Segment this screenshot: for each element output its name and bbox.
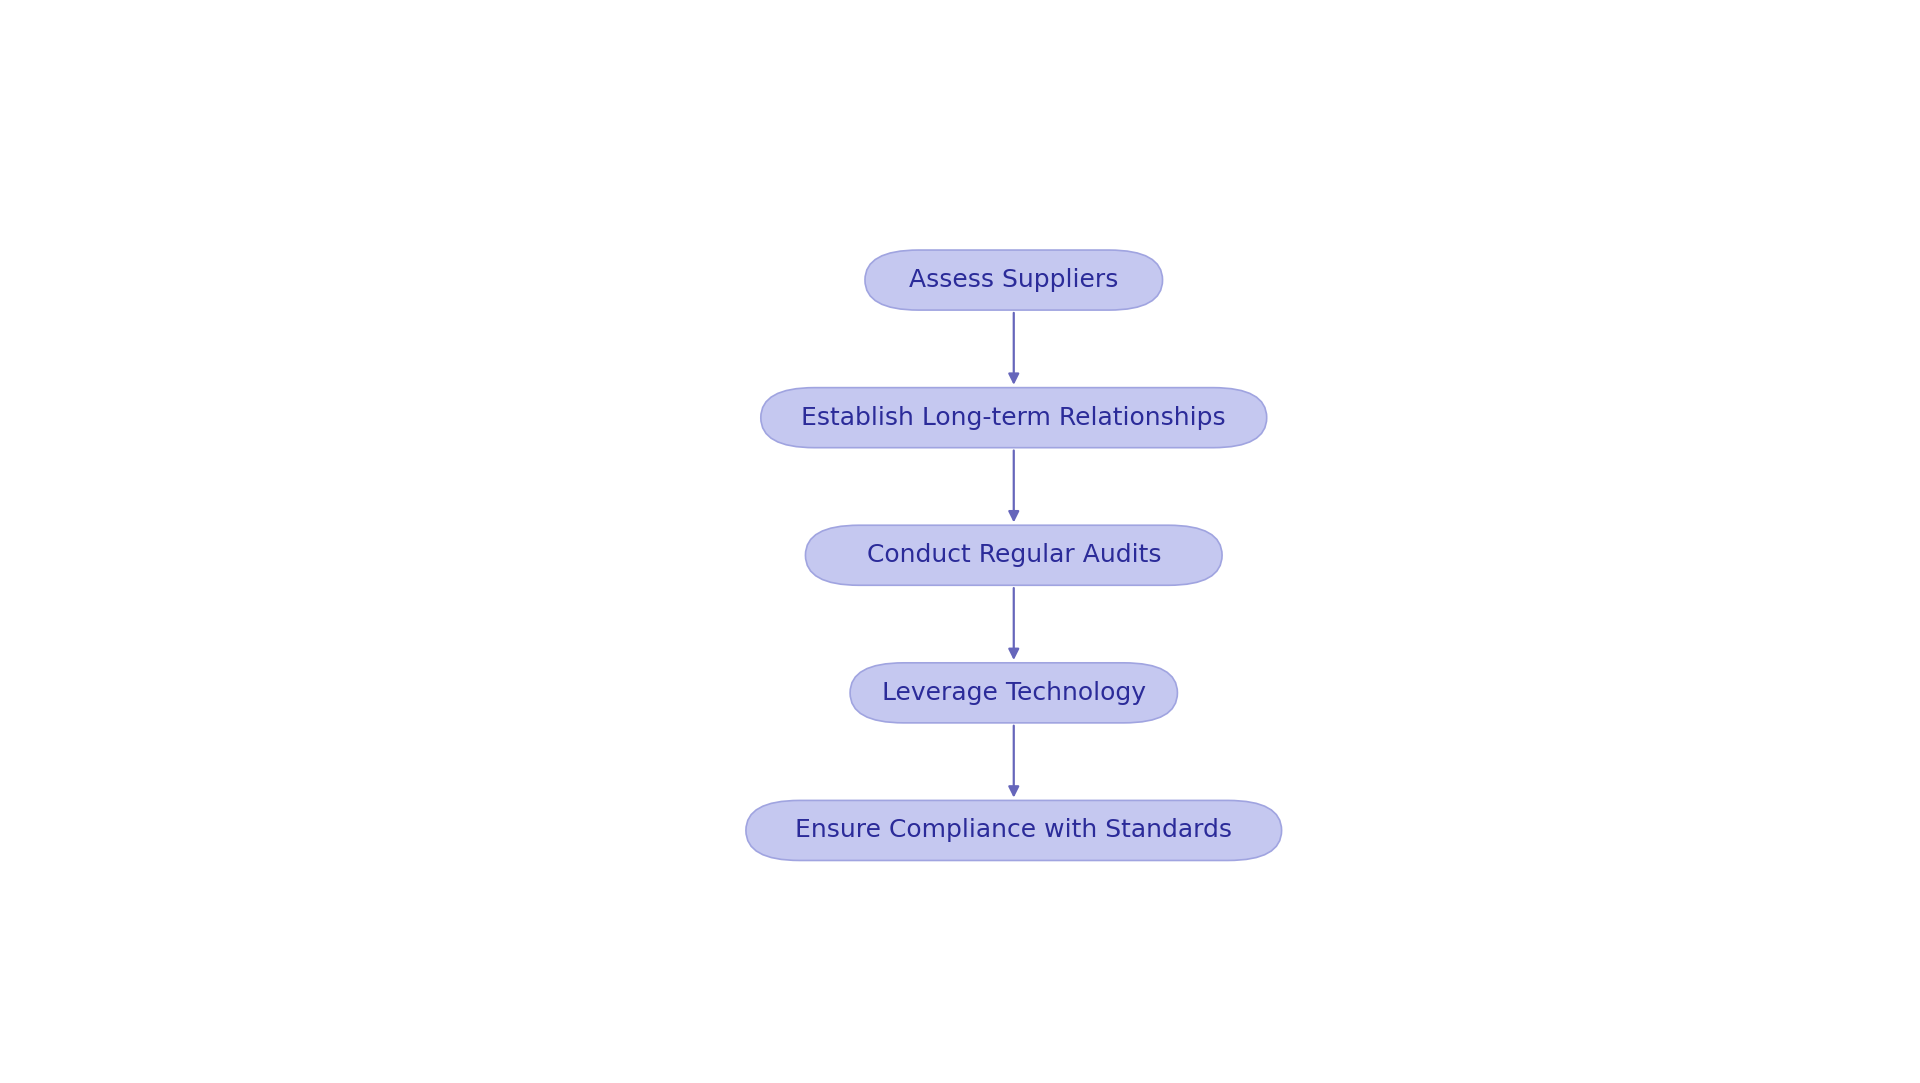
- Text: Establish Long-term Relationships: Establish Long-term Relationships: [801, 406, 1227, 430]
- Text: Leverage Technology: Leverage Technology: [881, 681, 1146, 705]
- Text: Assess Suppliers: Assess Suppliers: [908, 269, 1119, 292]
- Text: Conduct Regular Audits: Conduct Regular Audits: [866, 544, 1162, 567]
- FancyBboxPatch shape: [760, 388, 1267, 447]
- FancyBboxPatch shape: [745, 800, 1283, 861]
- FancyBboxPatch shape: [851, 663, 1177, 722]
- FancyBboxPatch shape: [806, 525, 1221, 585]
- Text: Ensure Compliance with Standards: Ensure Compliance with Standards: [795, 819, 1233, 843]
- FancyBboxPatch shape: [864, 250, 1164, 310]
